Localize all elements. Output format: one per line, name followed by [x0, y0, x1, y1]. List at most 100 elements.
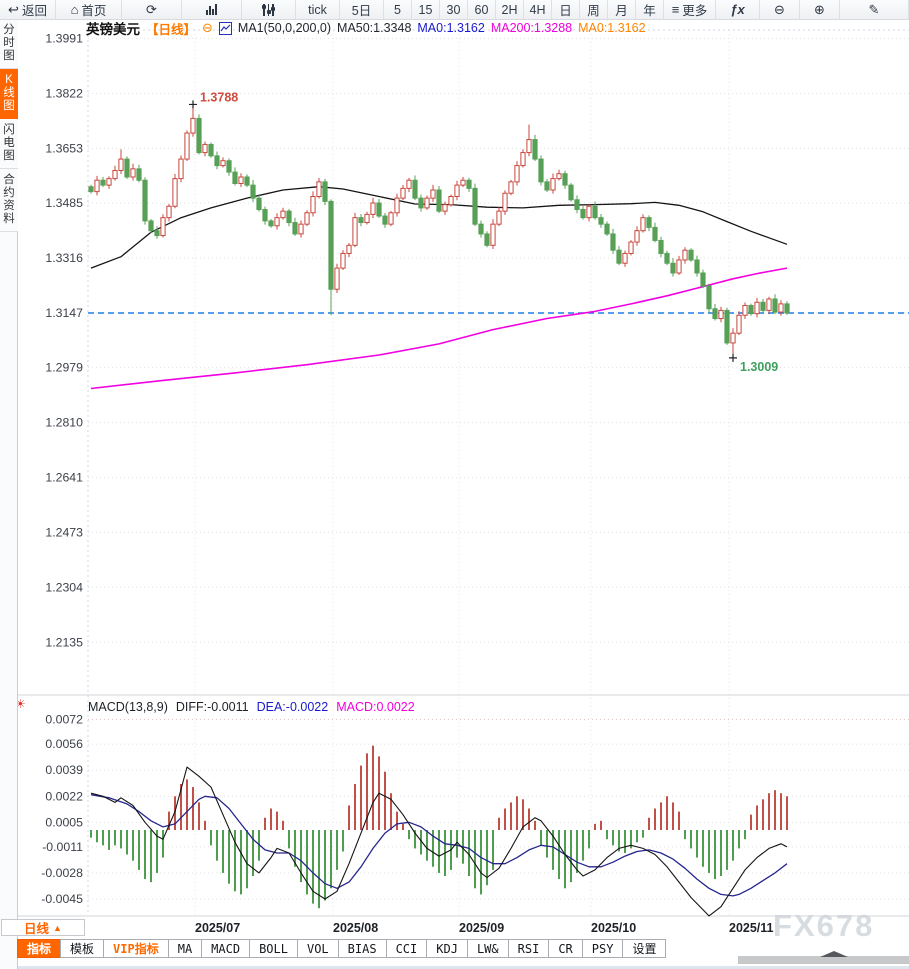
fx-icon: ƒx: [730, 2, 745, 17]
candle-up: [118, 149, 124, 175]
refresh-button[interactable]: ⟳: [122, 0, 182, 19]
candle-up: [220, 157, 226, 168]
indicator-panel-button[interactable]: [242, 0, 296, 19]
tab-indicator[interactable]: 指标: [17, 939, 62, 958]
period-selector-label: 日线: [24, 922, 50, 936]
candle-down: [226, 158, 232, 176]
home-button[interactable]: ⌂ 首页: [56, 0, 122, 19]
interval-2h-button[interactable]: 2H: [496, 0, 524, 19]
draw-icon: ✎: [868, 2, 880, 17]
interval-year-button[interactable]: 年: [636, 0, 664, 19]
month-axis-label: 2025/07: [195, 921, 240, 935]
indicator-settings-icon[interactable]: ☀: [15, 697, 26, 711]
toolbar-item-label: 更多: [682, 4, 708, 18]
more-button[interactable]: ≡ 更多: [664, 0, 716, 19]
toolbar-item-label: 首页: [81, 4, 107, 18]
candlestick-series: [88, 104, 790, 358]
interval-5d-button[interactable]: 5日: [340, 0, 384, 19]
interval-15-button[interactable]: 15: [412, 0, 440, 19]
tab-cci[interactable]: CCI: [385, 939, 428, 958]
candle-up: [514, 161, 520, 186]
candle-up: [622, 250, 628, 267]
tab-template[interactable]: 模板: [60, 939, 105, 958]
indicator-tabbar: 指标 模板 VIP指标 MA MACD BOLL VOL BIAS CCI KDJ LW& RSI CR…: [17, 939, 667, 958]
sidebar-item-lightning-chart[interactable]: 闪电图: [0, 119, 18, 169]
interval-60-button[interactable]: 60: [468, 0, 496, 19]
candle-down: [322, 178, 328, 206]
price-axis-label: 1.3991: [45, 31, 83, 45]
candle-down: [232, 167, 238, 186]
interval-5-button[interactable]: 5: [384, 0, 412, 19]
sidebar-item-time-chart[interactable]: 分时图: [0, 19, 18, 69]
candle-down: [664, 250, 670, 266]
candle-up: [430, 184, 436, 202]
candle-down: [562, 170, 568, 189]
toolbar-item-label: 年: [643, 4, 656, 18]
candle-up: [766, 296, 772, 315]
candle-down: [484, 231, 490, 248]
home-icon: ⌂: [70, 2, 79, 17]
toolbar-item-label: 返回: [21, 4, 47, 18]
price-axis-label: 1.2304: [45, 580, 83, 594]
tab-psy[interactable]: PSY: [581, 939, 624, 958]
axis-labels: 1.3991 1.3822 1.3653 1.3485 1.3316 1.3147 1.29…: [41, 31, 773, 935]
toolbar-item-label: 5: [394, 2, 401, 17]
interval-week-button[interactable]: 周: [580, 0, 608, 19]
sidebar-item-kline-chart[interactable]: K线图: [0, 69, 18, 119]
period-selector[interactable]: 日线 ▲: [1, 919, 85, 936]
candle-down: [592, 201, 598, 220]
formula-button[interactable]: ƒx: [716, 0, 760, 19]
tab-ma[interactable]: MA: [167, 939, 203, 958]
price-axis-label: 1.3147: [45, 306, 83, 320]
zoom-out-icon: ⊖: [774, 2, 785, 17]
candle-up: [334, 263, 340, 293]
line-chart-icon: [218, 21, 232, 35]
tab-settings[interactable]: 设置: [622, 939, 667, 958]
tab-lwr[interactable]: LW&: [466, 939, 509, 958]
candle-up: [556, 169, 562, 181]
candle-down: [700, 269, 706, 288]
macd-axis-label: 0.0022: [45, 789, 83, 803]
tab-vip[interactable]: VIP指标: [103, 939, 169, 958]
macd-header: MACD(13,8,9) DIFF:-0.0011 DEA:-0.0022 MA…: [88, 699, 415, 714]
interval-month-button[interactable]: 月: [608, 0, 636, 19]
grid: [18, 29, 909, 917]
candle-down: [292, 217, 298, 236]
interval-30-button[interactable]: 30: [440, 0, 468, 19]
ma50-value: MA50:1.3348: [337, 21, 412, 35]
month-axis-label: 2025/09: [459, 921, 504, 935]
candle-up: [640, 214, 646, 233]
more-icon: ≡: [671, 2, 680, 17]
sidebar-item-contract-info[interactable]: 合约资料: [0, 169, 18, 232]
tab-cr[interactable]: CR: [548, 939, 583, 958]
candle-down: [244, 174, 250, 188]
macd-dea-value: DEA:-0.0022: [256, 699, 329, 714]
zoom-in-button[interactable]: ⊕: [800, 0, 840, 19]
interval-tick-button[interactable]: tick: [296, 0, 340, 19]
collapse-icon[interactable]: ⊖: [202, 20, 213, 35]
zoom-out-button[interactable]: ⊖: [760, 0, 800, 19]
candle-down: [760, 298, 766, 313]
tab-rsi[interactable]: RSI: [507, 939, 550, 958]
back-button[interactable]: ↩ 返回: [0, 0, 56, 19]
panel-resize-handle[interactable]: [738, 951, 909, 964]
tab-bias[interactable]: BIAS: [337, 939, 387, 958]
candle-up: [178, 155, 184, 183]
candle-up: [424, 195, 430, 210]
draw-button[interactable]: ✎: [840, 0, 909, 19]
tab-vol[interactable]: VOL: [296, 939, 339, 958]
tab-kdj[interactable]: KDJ: [426, 939, 468, 958]
interval-4h-button[interactable]: 4H: [524, 0, 552, 19]
macd-axis-label: -0.0045: [41, 892, 83, 906]
candle-down: [148, 218, 154, 233]
candle-down: [724, 307, 730, 345]
candle-down: [262, 206, 268, 225]
toolbar-item-label: tick: [308, 2, 327, 17]
interval-day-button[interactable]: 日: [552, 0, 580, 19]
chart-style-button[interactable]: [182, 0, 242, 19]
tab-boll[interactable]: BOLL: [249, 939, 298, 958]
ma200-value: MA200:1.3288: [490, 21, 573, 35]
toolbar-item-label: 2H: [501, 2, 518, 17]
tab-macd[interactable]: MACD: [201, 939, 251, 958]
